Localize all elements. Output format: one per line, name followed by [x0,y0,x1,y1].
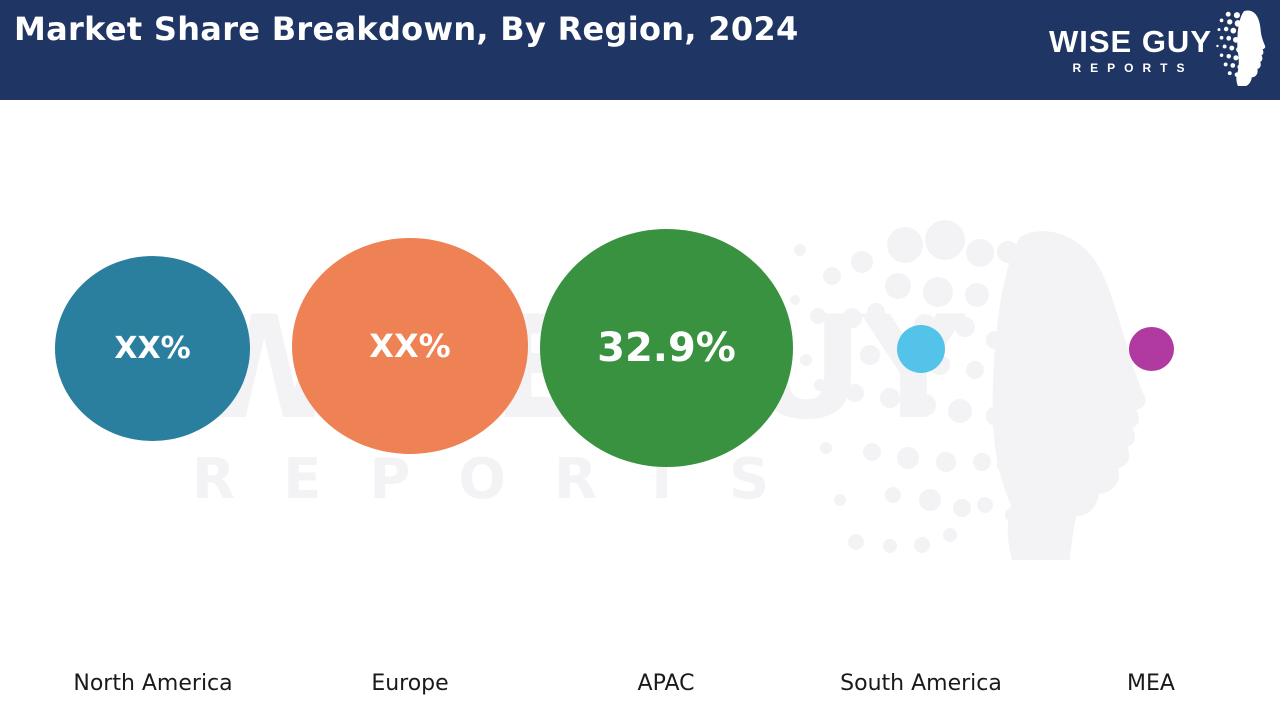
category-label-south-america: South America [840,671,1002,696]
page-title: Market Share Breakdown, By Region, 2024 [14,10,799,48]
bubble-value-apac: 32.9% [597,325,736,371]
bubble-south-america [897,325,945,373]
category-label-mea: MEA [1127,671,1175,696]
category-label-europe: Europe [371,671,449,696]
bubble-value-europe: XX% [369,327,451,365]
category-label-north-america: North America [73,671,233,696]
bubble-value-north-america: XX% [114,331,191,366]
category-label-apac: APAC [637,671,695,696]
wise-guy-logo: WISE GUY REPORTS [1049,6,1266,88]
logo-text: WISE GUY REPORTS [1049,26,1212,75]
header: Market Share Breakdown, By Region, 2024 … [0,0,1280,100]
bubble-north-america: XX% [55,256,250,441]
logo-head-icon [1216,10,1266,86]
bubble-apac: 32.9% [540,229,793,467]
logo-wordmark: WISE GUY [1048,24,1212,59]
watermark-subtext: REPORTS [192,447,818,512]
logo-subtext: REPORTS [1072,61,1194,75]
bubble-europe: XX% [292,238,528,454]
bubble-mea [1129,327,1174,371]
watermark-head-icon [790,220,1146,560]
